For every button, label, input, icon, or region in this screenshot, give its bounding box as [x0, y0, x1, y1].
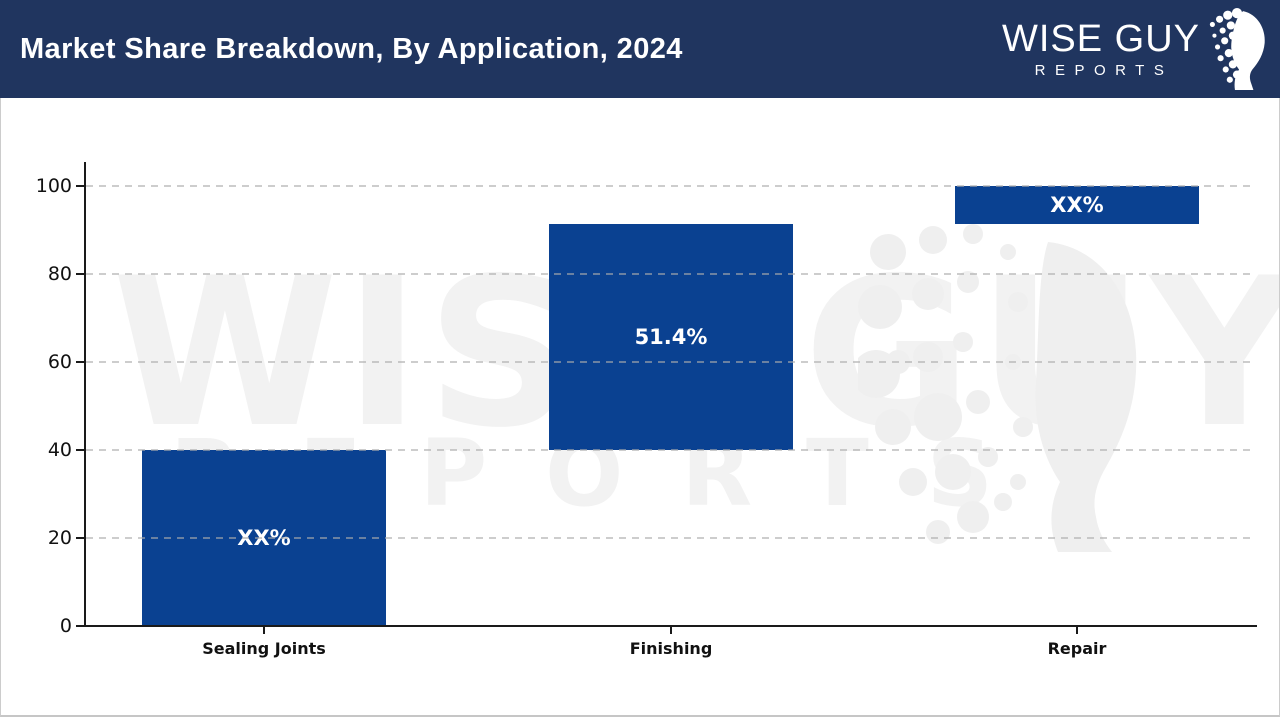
y-axis: [84, 162, 86, 627]
wiseguy-logo-text: WISE GUY: [1001, 18, 1200, 60]
gridline-80: [86, 273, 1254, 275]
y-tick-label: 100: [35, 175, 72, 197]
y-tick: [76, 625, 84, 627]
bar-value-label: XX%: [1050, 193, 1104, 217]
gridline-20: [86, 537, 1254, 539]
x-tick: [1076, 627, 1078, 634]
y-tick: [76, 273, 84, 275]
y-tick: [76, 185, 84, 187]
wiseguy-logo-face-icon: [1209, 8, 1265, 90]
bar-finishing: 51.4%: [549, 224, 793, 450]
x-category-label-repair: Repair: [1047, 639, 1107, 658]
bar-value-label: 51.4%: [634, 325, 708, 349]
wiseguy-logo-wordmark: WISE GUY REPORTS: [1002, 19, 1200, 79]
y-tick-label: 80: [47, 263, 72, 285]
wiseguy-logo: WISE GUY REPORTS: [1002, 8, 1268, 90]
wiseguy-logo-subtext: REPORTS: [1034, 62, 1174, 79]
y-tick: [76, 361, 84, 363]
y-tick: [76, 449, 84, 451]
gridline-100: [86, 185, 1254, 187]
y-tick-label: 0: [59, 615, 72, 637]
y-tick: [76, 537, 84, 539]
x-category-label-finishing: Finishing: [629, 639, 713, 658]
gridline-40: [86, 449, 1254, 451]
header-bar: Market Share Breakdown, By Application, …: [0, 0, 1280, 98]
x-tick: [263, 627, 265, 634]
page-title: Market Share Breakdown, By Application, …: [20, 32, 683, 65]
y-tick-label: 40: [47, 439, 72, 461]
x-axis: [84, 625, 1257, 627]
bar-repair: XX%: [955, 186, 1199, 224]
watermark-face-icon: [858, 224, 1137, 552]
x-tick: [670, 627, 672, 634]
y-tick-label: 60: [47, 351, 72, 373]
gridline-60: [86, 361, 1254, 363]
x-category-label-sealing-joints: Sealing Joints: [202, 639, 326, 658]
y-tick-label: 20: [47, 527, 72, 549]
